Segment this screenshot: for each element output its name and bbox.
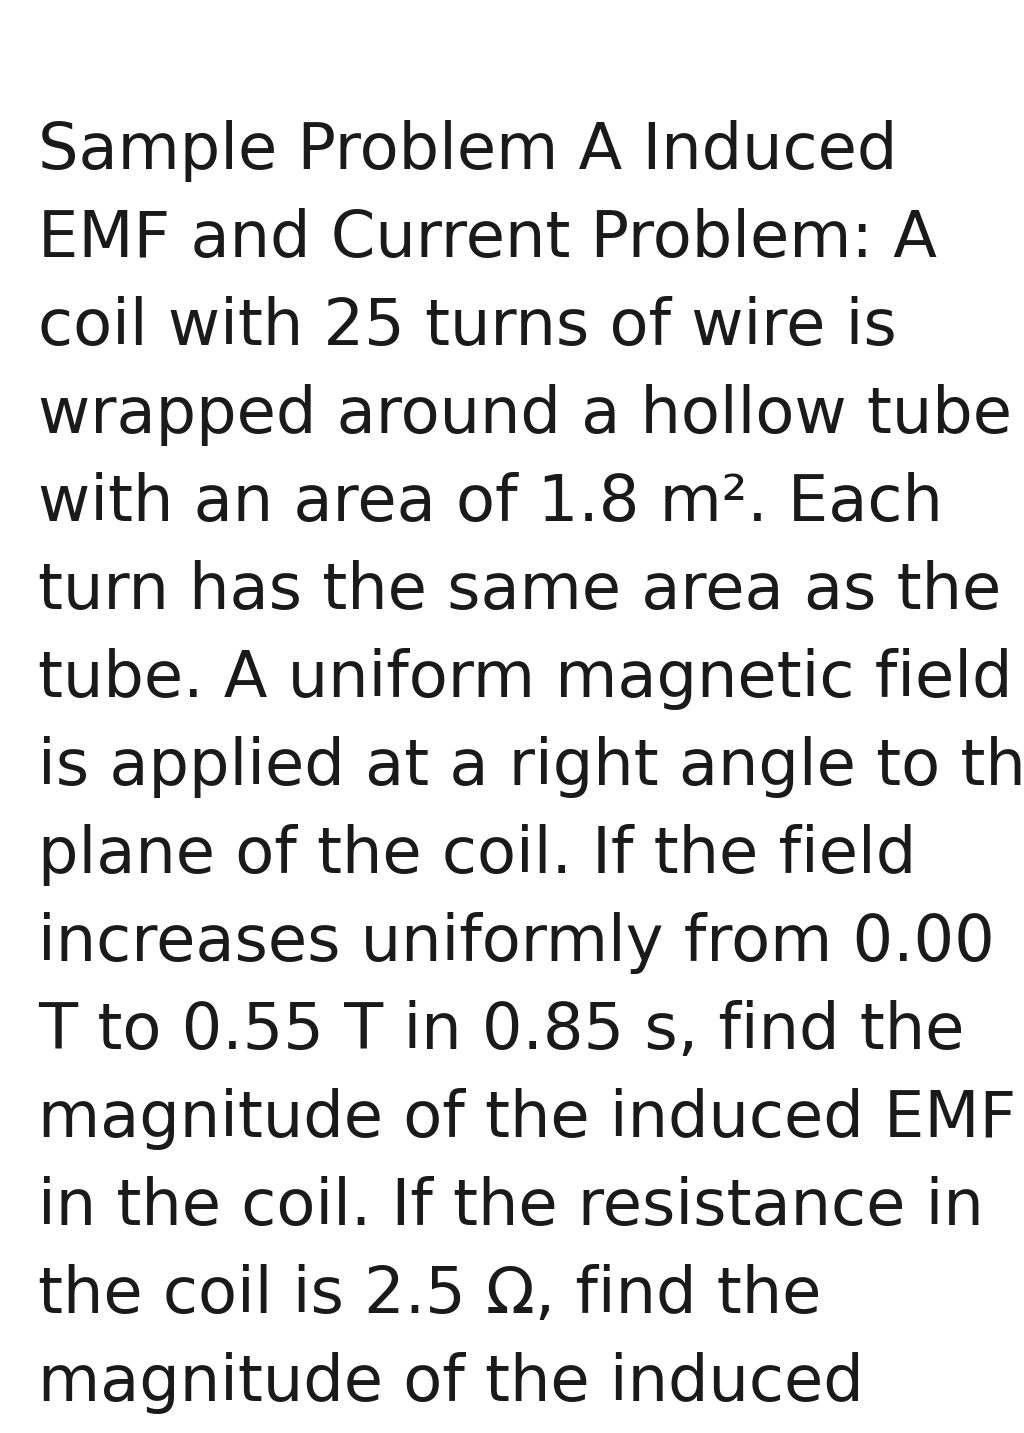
- Text: T to 0.55 T in 0.85 s, find the: T to 0.55 T in 0.85 s, find the: [38, 1000, 965, 1062]
- Text: Sample Problem A Induced: Sample Problem A Induced: [38, 120, 897, 182]
- Text: in the coil. If the resistance in: in the coil. If the resistance in: [38, 1176, 984, 1238]
- Text: turn has the same area as the: turn has the same area as the: [38, 560, 1001, 622]
- Text: the coil is 2.5 Ω, find the: the coil is 2.5 Ω, find the: [38, 1264, 821, 1326]
- Text: coil with 25 turns of wire is: coil with 25 turns of wire is: [38, 297, 897, 358]
- Text: wrapped around a hollow tube: wrapped around a hollow tube: [38, 384, 1012, 446]
- Text: tube. A uniform magnetic field: tube. A uniform magnetic field: [38, 648, 1013, 709]
- Text: is applied at a right angle to the: is applied at a right angle to the: [38, 737, 1024, 798]
- Text: EMF and Current Problem: A: EMF and Current Problem: A: [38, 208, 937, 269]
- Text: plane of the coil. If the field: plane of the coil. If the field: [38, 824, 916, 886]
- Text: magnitude of the induced: magnitude of the induced: [38, 1351, 864, 1414]
- Text: magnitude of the induced EMF: magnitude of the induced EMF: [38, 1088, 1016, 1151]
- Text: increases uniformly from 0.00: increases uniformly from 0.00: [38, 911, 994, 974]
- Text: with an area of 1.8 m². Each: with an area of 1.8 m². Each: [38, 471, 943, 535]
